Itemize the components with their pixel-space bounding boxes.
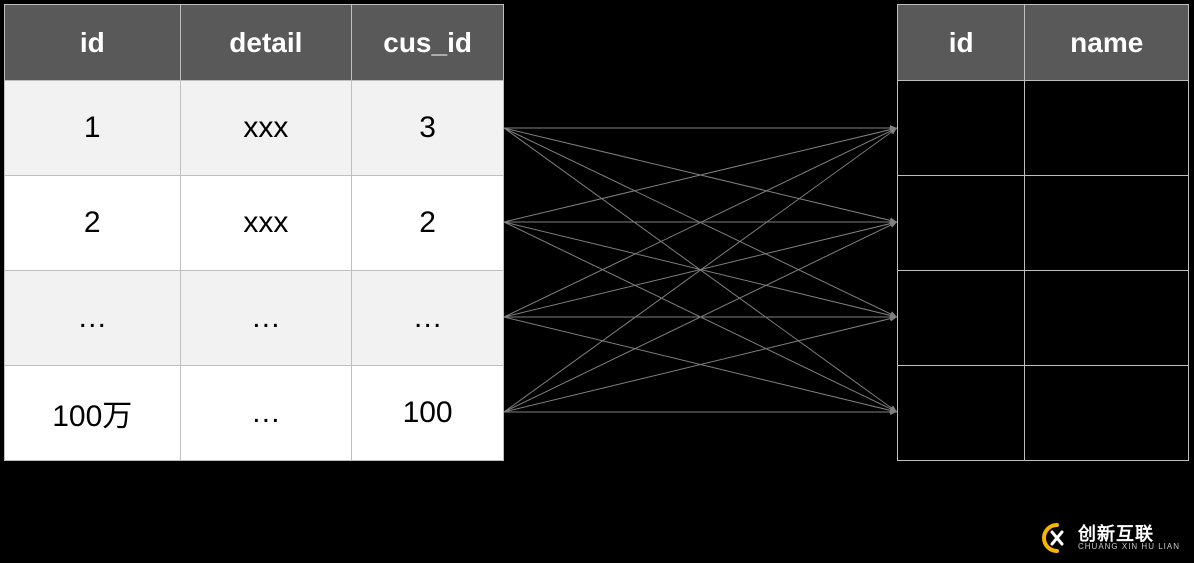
watermark-logo-icon bbox=[1042, 523, 1072, 553]
mapping-edge bbox=[504, 222, 897, 317]
mapping-edge bbox=[504, 128, 897, 317]
left-col-cusid: cus_id bbox=[352, 5, 504, 81]
right-table: id name bbox=[897, 4, 1189, 461]
cell bbox=[1025, 176, 1189, 271]
cell: 2 bbox=[352, 176, 504, 271]
cell: … bbox=[5, 271, 181, 366]
right-col-name: name bbox=[1025, 5, 1189, 81]
mapping-edge bbox=[504, 222, 897, 412]
cell: 2 bbox=[5, 176, 181, 271]
mapping-edge bbox=[504, 317, 897, 412]
left-table: id detail cus_id 1 xxx 3 2 xxx 2 … … … 1… bbox=[4, 4, 504, 461]
cell: … bbox=[180, 271, 352, 366]
cell bbox=[898, 176, 1025, 271]
table-row: … … … bbox=[5, 271, 504, 366]
mapping-edge bbox=[504, 222, 897, 317]
cell bbox=[898, 81, 1025, 176]
mapping-edge bbox=[504, 128, 897, 412]
left-col-id: id bbox=[5, 5, 181, 81]
cell: 100万 bbox=[5, 366, 181, 461]
cell: 100 bbox=[352, 366, 504, 461]
left-col-detail: detail bbox=[180, 5, 352, 81]
mapping-edge bbox=[504, 128, 897, 222]
table-row bbox=[898, 366, 1189, 461]
cell bbox=[1025, 271, 1189, 366]
cell bbox=[898, 366, 1025, 461]
cell bbox=[898, 271, 1025, 366]
table-row: 2 xxx 2 bbox=[5, 176, 504, 271]
cell: xxx bbox=[180, 81, 352, 176]
table-row: 1 xxx 3 bbox=[5, 81, 504, 176]
table-row bbox=[898, 271, 1189, 366]
table-row bbox=[898, 176, 1189, 271]
table-row bbox=[898, 81, 1189, 176]
mapping-edge bbox=[504, 128, 897, 222]
left-table-header-row: id detail cus_id bbox=[5, 5, 504, 81]
table-row: 100万 … 100 bbox=[5, 366, 504, 461]
right-table-header-row: id name bbox=[898, 5, 1189, 81]
mapping-edge bbox=[504, 222, 897, 412]
cell: 1 bbox=[5, 81, 181, 176]
cell: 3 bbox=[352, 81, 504, 176]
watermark-cn: 创新互联 bbox=[1078, 525, 1180, 543]
mapping-edge bbox=[504, 128, 897, 317]
cell bbox=[1025, 366, 1189, 461]
watermark: 创新互联 CHUANG XIN HU LIAN bbox=[1042, 523, 1180, 553]
cell: … bbox=[180, 366, 352, 461]
cell: … bbox=[352, 271, 504, 366]
right-col-id: id bbox=[898, 5, 1025, 81]
watermark-en: CHUANG XIN HU LIAN bbox=[1078, 543, 1180, 551]
cell: xxx bbox=[180, 176, 352, 271]
mapping-edge bbox=[504, 317, 897, 412]
mapping-edge bbox=[504, 128, 897, 412]
cell bbox=[1025, 81, 1189, 176]
